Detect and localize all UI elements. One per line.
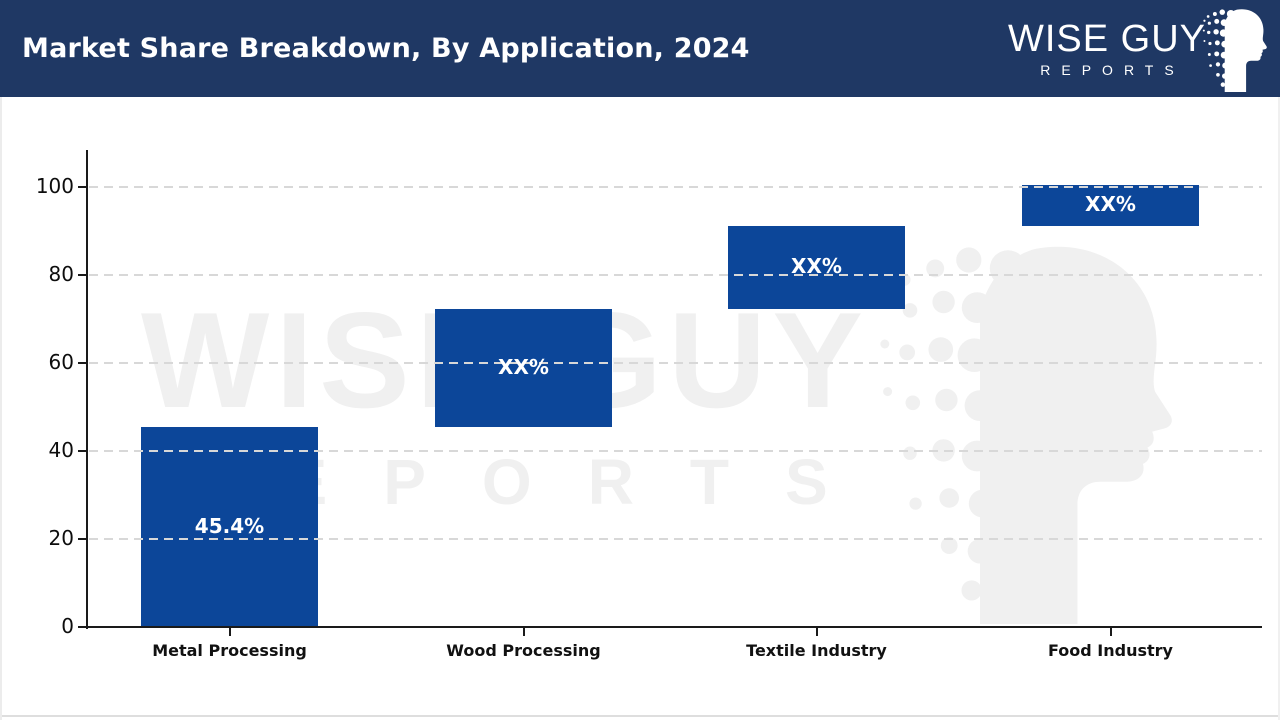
bar-value-label: 45.4%: [194, 514, 265, 539]
y-tick: [78, 626, 86, 628]
x-tick: [522, 628, 525, 636]
y-tick: [78, 538, 86, 540]
x-tick: [1109, 628, 1112, 636]
gridline: [89, 362, 1262, 364]
page-title: Market Share Breakdown, By Application, …: [22, 33, 750, 64]
y-tick-label: 80: [48, 262, 74, 286]
y-tick-label: 20: [48, 526, 74, 550]
y-tick: [78, 450, 86, 452]
x-tick: [815, 628, 818, 636]
y-tick: [78, 186, 86, 188]
bar-value-label: XX%: [1085, 192, 1136, 217]
bar-wood-processing: [435, 308, 612, 428]
y-tick: [78, 274, 86, 276]
y-tick: [78, 362, 86, 364]
x-axis-line: [86, 626, 1262, 628]
bar-food-industry: [1022, 184, 1199, 226]
gridline: [89, 450, 1262, 452]
brand-logo-text: WISE GUY REPORTS: [1008, 20, 1206, 78]
y-tick-label: 100: [35, 174, 74, 198]
bar-textile-industry: [728, 225, 905, 309]
gridline: [89, 538, 1262, 540]
gridline: [89, 186, 1262, 188]
gridline: [89, 274, 1262, 276]
x-label-textile-industry: Textile Industry: [746, 641, 887, 660]
frame-line-right: [1278, 97, 1280, 720]
y-tick-label: 60: [48, 350, 74, 374]
bar-value-label: XX%: [791, 254, 842, 279]
brand-name: WISE GUY: [1007, 17, 1206, 60]
brand-logo: WISE GUY REPORTS: [1008, 6, 1274, 92]
x-label-wood-processing: Wood Processing: [446, 641, 601, 660]
x-label-metal-processing: Metal Processing: [152, 641, 307, 660]
x-label-food-industry: Food Industry: [1048, 641, 1173, 660]
frame-line-bottom: [0, 715, 1280, 717]
brand-head-icon: [1202, 8, 1267, 92]
bar-metal-processing: [141, 427, 318, 627]
y-tick-label: 40: [48, 438, 74, 462]
brand-subname: REPORTS: [1040, 61, 1185, 78]
y-axis-line: [86, 150, 88, 629]
frame-line-left: [0, 97, 2, 720]
bar-value-label: XX%: [498, 355, 549, 380]
x-tick: [228, 628, 231, 636]
header: Market Share Breakdown, By Application, …: [0, 0, 1280, 97]
y-tick-label: 0: [61, 614, 74, 638]
